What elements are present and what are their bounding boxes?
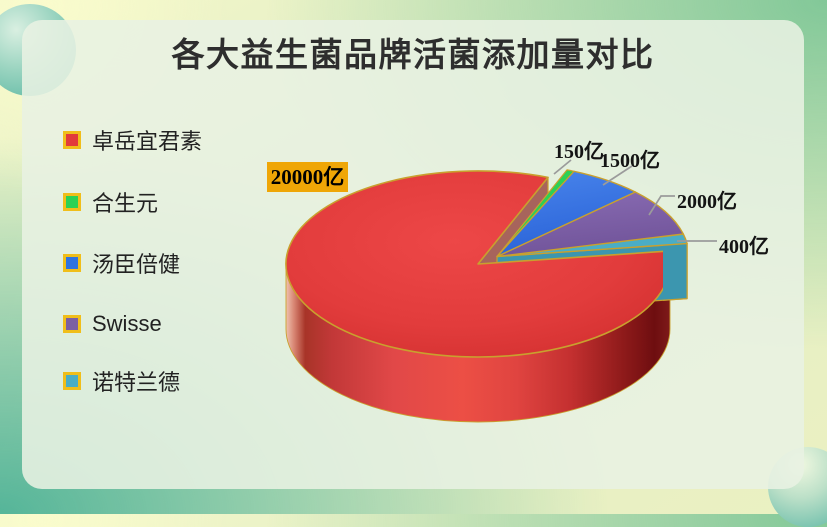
legend-item-zhuoyueyijunsu: 卓岳宜君素 xyxy=(63,128,202,154)
legend-swatch-red xyxy=(63,131,81,149)
legend-item-heshengyuan: 合生元 xyxy=(63,190,158,216)
data-label-heshengyuan: 150亿 xyxy=(554,141,604,163)
legend-swatch-teal xyxy=(63,372,81,390)
legend-label: 合生元 xyxy=(92,191,159,216)
legend-swatch-purple xyxy=(63,315,81,333)
data-label-swisse: 2000亿 xyxy=(677,191,737,213)
data-label-zhuoyueyijunsu: 20000亿 xyxy=(267,162,348,192)
legend-item-nuotelande: 诺特兰德 xyxy=(63,369,180,395)
legend-swatch-blue xyxy=(63,254,81,272)
legend-label: 诺特兰德 xyxy=(92,370,181,395)
legend-swatch-green xyxy=(63,193,81,211)
legend-item-swisse: Swisse xyxy=(63,311,162,336)
data-label-tangchenbeijian: 1500亿 xyxy=(600,150,660,172)
legend-item-tangchenbeijian: 汤臣倍健 xyxy=(63,251,180,277)
legend: 卓岳宜君素 合生元 汤臣倍健 Swisse 诺特兰德 xyxy=(63,128,253,408)
legend-label: 汤臣倍健 xyxy=(92,252,181,277)
legend-label: 卓岳宜君素 xyxy=(92,129,203,154)
legend-label: Swisse xyxy=(92,311,162,336)
chart-title: 各大益生菌品牌活菌添加量对比 xyxy=(171,38,655,74)
data-label-nuotelande: 400亿 xyxy=(719,236,769,258)
